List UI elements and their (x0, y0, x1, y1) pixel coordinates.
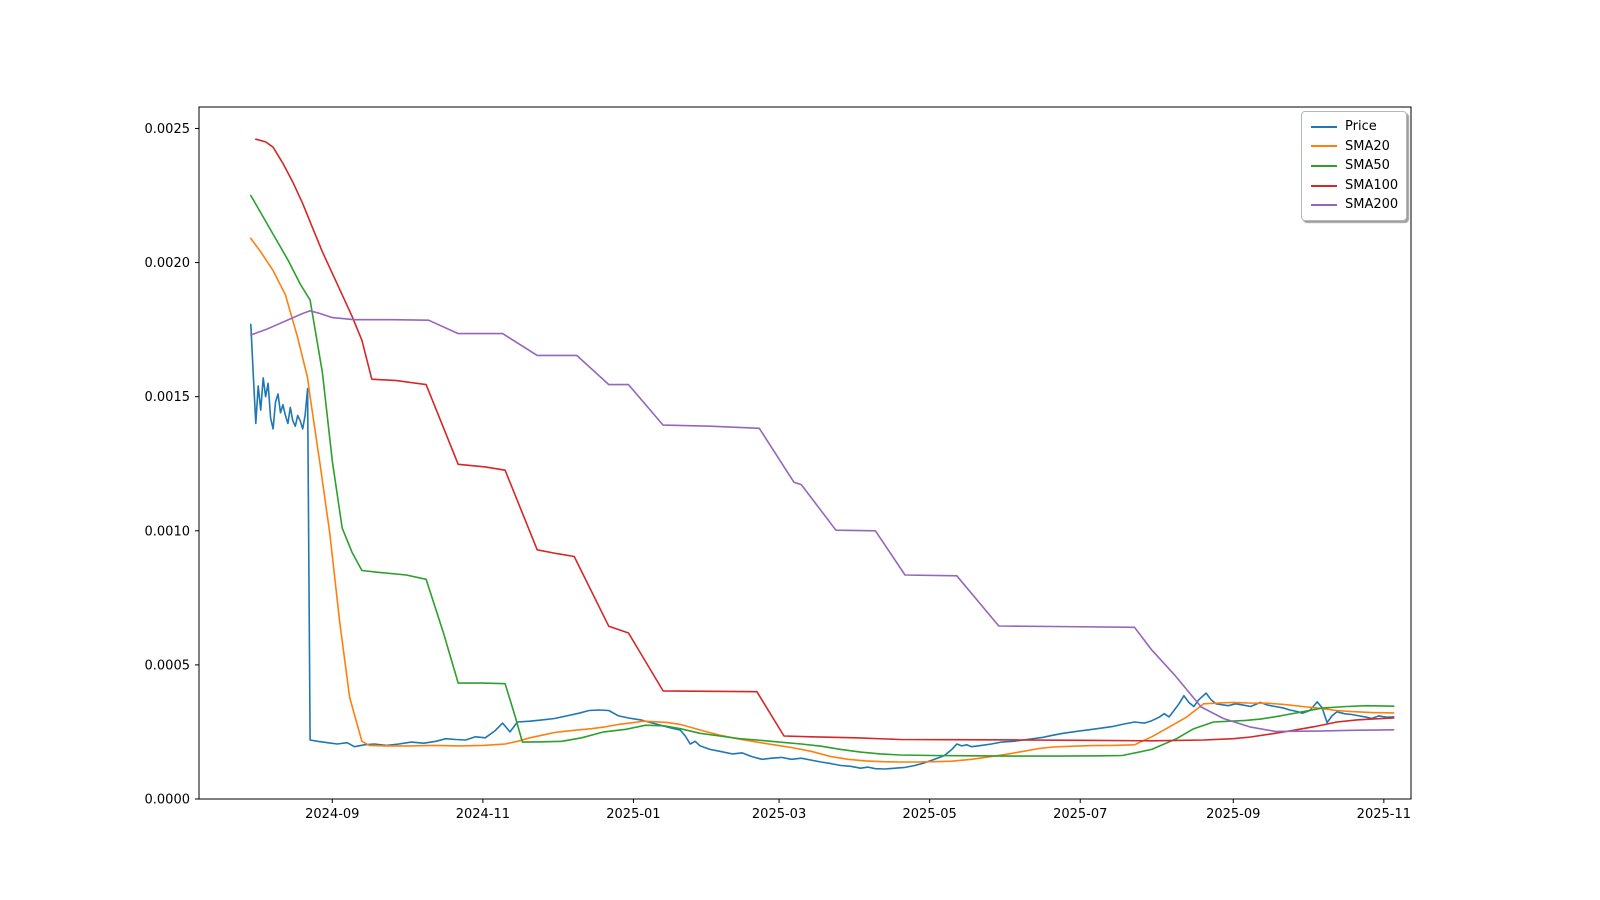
legend-line-swatch-sma20 (1311, 145, 1337, 148)
series-line-price (250, 323, 1395, 770)
series-line-sma50 (250, 194, 1395, 757)
legend-entry-sma100: SMA100 (1311, 176, 1400, 196)
legend-entry-sma20: SMA20 (1311, 137, 1400, 157)
x-tick-label: 2024-09 (305, 807, 359, 822)
x-tick-label: 2025-09 (1206, 807, 1260, 822)
series-line-sma20 (250, 237, 1395, 763)
series-line-sma100 (255, 138, 1395, 742)
legend-line-swatch-price (1311, 125, 1337, 128)
legend-entry-price: Price (1311, 117, 1400, 137)
y-tick-label: 0.0005 (145, 658, 191, 673)
legend-entry-sma50: SMA50 (1311, 156, 1400, 176)
axes-frame (198, 106, 1412, 800)
legend-label-sma200: SMA200 (1345, 197, 1399, 213)
x-tick-label: 2025-07 (1053, 807, 1107, 822)
x-tick-label: 2024-11 (456, 807, 510, 822)
legend-line-swatch-sma50 (1311, 164, 1337, 167)
legend: Price SMA20 SMA50 SMA100 SMA200 (1301, 111, 1407, 221)
y-tick-label: 0.0025 (145, 122, 191, 137)
legend-label-sma20: SMA20 (1345, 138, 1390, 154)
legend-line-swatch-sma200 (1311, 204, 1337, 207)
legend-label-sma50: SMA50 (1345, 158, 1390, 174)
y-tick-label: 0.0015 (145, 390, 191, 405)
y-tick-label: 0.0000 (145, 793, 191, 808)
x-tick-label: 2025-03 (752, 807, 806, 822)
x-tick-label: 2025-01 (606, 807, 660, 822)
legend-label-sma100: SMA100 (1345, 177, 1399, 193)
series-line-sma200 (250, 309, 1395, 733)
y-tick-label: 0.0010 (145, 524, 191, 539)
legend-line-swatch-sma100 (1311, 184, 1337, 187)
legend-entry-sma200: SMA200 (1311, 195, 1400, 215)
legend-label-price: Price (1345, 119, 1377, 134)
x-tick-label: 2025-11 (1357, 807, 1411, 822)
y-tick-label: 0.0020 (145, 256, 191, 271)
x-tick-label: 2025-05 (902, 807, 956, 822)
